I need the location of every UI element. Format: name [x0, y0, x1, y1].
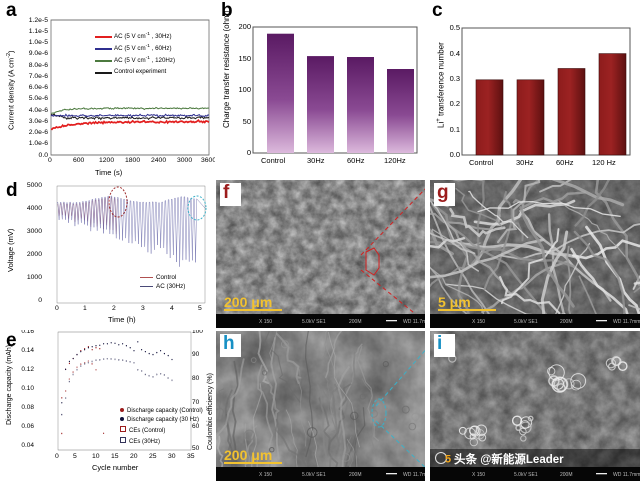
svg-text:5.0kV SE1: 5.0kV SE1	[302, 319, 326, 325]
svg-text:200M: 200M	[560, 472, 573, 478]
svg-text:头条 @新能源Leader: 头条 @新能源Leader	[454, 452, 564, 466]
svg-text:200M: 200M	[349, 472, 362, 478]
svg-text:X 150: X 150	[472, 472, 485, 478]
svg-text:5.0kV SE1: 5.0kV SE1	[514, 319, 538, 325]
svg-text:X 150: X 150	[259, 472, 272, 478]
svg-text:200M: 200M	[349, 319, 362, 325]
svg-text:WD 11.7mm: WD 11.7mm	[403, 472, 425, 478]
svg-text:5.0kV SE1: 5.0kV SE1	[514, 472, 538, 478]
svg-text:5.0kV SE1: 5.0kV SE1	[302, 472, 326, 478]
svg-text:WD 11.7mm: WD 11.7mm	[613, 472, 640, 478]
svg-text:X 150: X 150	[259, 319, 272, 325]
svg-text:WD 11.7mm: WD 11.7mm	[613, 319, 640, 325]
svg-text:5: 5	[445, 454, 451, 466]
svg-text:WD 11.7mm: WD 11.7mm	[403, 319, 425, 325]
svg-text:200M: 200M	[560, 319, 573, 325]
svg-text:X 150: X 150	[472, 319, 485, 325]
